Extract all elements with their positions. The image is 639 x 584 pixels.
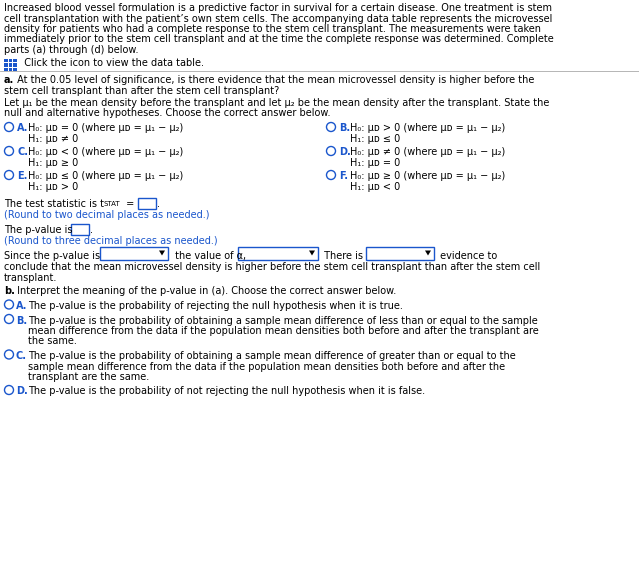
Text: a.: a.	[4, 75, 14, 85]
Text: transplant are the same.: transplant are the same.	[28, 372, 150, 382]
Text: cell transplantation with the patient’s own stem cells. The accompanying data ta: cell transplantation with the patient’s …	[4, 13, 552, 23]
Text: Increased blood vessel formulation is a predictive factor in survival for a cert: Increased blood vessel formulation is a …	[4, 3, 552, 13]
Text: F.: F.	[339, 171, 348, 181]
Text: density for patients who had a complete response to the stem cell transplant. Th: density for patients who had a complete …	[4, 24, 541, 34]
Text: At the 0.05 level of significance, is there evidence that the mean microvessel d: At the 0.05 level of significance, is th…	[14, 75, 534, 85]
Text: evidence to: evidence to	[437, 251, 497, 261]
FancyBboxPatch shape	[4, 68, 8, 71]
Text: STAT: STAT	[104, 201, 121, 207]
FancyBboxPatch shape	[100, 247, 168, 260]
Polygon shape	[425, 251, 431, 256]
Text: A.: A.	[17, 123, 28, 133]
Text: H₀: μᴅ ≠ 0 (where μᴅ = μ₁ − μ₂): H₀: μᴅ ≠ 0 (where μᴅ = μ₁ − μ₂)	[350, 147, 505, 157]
Text: The p-value is the probability of not rejecting the null hypothesis when it is f: The p-value is the probability of not re…	[28, 387, 425, 397]
Text: H₀: μᴅ ≥ 0 (where μᴅ = μ₁ − μ₂): H₀: μᴅ ≥ 0 (where μᴅ = μ₁ − μ₂)	[350, 171, 505, 181]
FancyBboxPatch shape	[13, 63, 17, 67]
Text: There is: There is	[321, 251, 363, 261]
Text: The test statistic is t: The test statistic is t	[4, 199, 104, 209]
FancyBboxPatch shape	[238, 247, 318, 260]
Text: H₀: μᴅ < 0 (where μᴅ = μ₁ − μ₂): H₀: μᴅ < 0 (where μᴅ = μ₁ − μ₂)	[28, 147, 183, 157]
Text: .: .	[157, 199, 160, 209]
Text: .: .	[90, 225, 93, 235]
Text: the same.: the same.	[28, 336, 77, 346]
Text: Interpret the meaning of the p-value in (a). Choose the correct answer below.: Interpret the meaning of the p-value in …	[14, 287, 396, 297]
Text: The p-value is: The p-value is	[4, 225, 75, 235]
Text: sample mean difference from the data if the population mean densities both befor: sample mean difference from the data if …	[28, 361, 505, 371]
Text: B.: B.	[339, 123, 350, 133]
Text: The p-value is the probability of obtaining a sample mean difference of greater : The p-value is the probability of obtain…	[28, 351, 516, 361]
Text: (Round to three decimal places as needed.): (Round to three decimal places as needed…	[4, 237, 218, 246]
Text: Click the icon to view the data table.: Click the icon to view the data table.	[18, 57, 204, 68]
Text: mean difference from the data if the population mean densities both before and a: mean difference from the data if the pop…	[28, 326, 539, 336]
Text: C.: C.	[17, 147, 28, 157]
Text: H₀: μᴅ ≤ 0 (where μᴅ = μ₁ − μ₂): H₀: μᴅ ≤ 0 (where μᴅ = μ₁ − μ₂)	[28, 171, 183, 181]
Text: A.: A.	[16, 301, 27, 311]
Text: H₀: μᴅ = 0 (where μᴅ = μ₁ − μ₂): H₀: μᴅ = 0 (where μᴅ = μ₁ − μ₂)	[28, 123, 183, 133]
Text: The p-value is the probability of rejecting the null hypothesis when it is true.: The p-value is the probability of reject…	[28, 301, 403, 311]
Text: =: =	[123, 199, 137, 209]
Text: H₁: μᴅ < 0: H₁: μᴅ < 0	[350, 182, 400, 192]
Text: The p-value is the probability of obtaining a sample mean difference of less tha: The p-value is the probability of obtain…	[28, 315, 538, 325]
Text: H₁: μᴅ ≥ 0: H₁: μᴅ ≥ 0	[28, 158, 78, 168]
Text: H₀: μᴅ > 0 (where μᴅ = μ₁ − μ₂): H₀: μᴅ > 0 (where μᴅ = μ₁ − μ₂)	[350, 123, 505, 133]
FancyBboxPatch shape	[4, 58, 8, 62]
Text: D.: D.	[16, 387, 27, 397]
Text: null and alternative hypotheses. Choose the correct answer below.: null and alternative hypotheses. Choose …	[4, 109, 330, 119]
Text: (Round to two decimal places as needed.): (Round to two decimal places as needed.)	[4, 210, 210, 221]
Text: D.: D.	[339, 147, 351, 157]
FancyBboxPatch shape	[4, 63, 8, 67]
Text: Let μ₁ be the mean density before the transplant and let μ₂ be the mean density : Let μ₁ be the mean density before the tr…	[4, 98, 550, 108]
Text: transplant.: transplant.	[4, 273, 58, 283]
FancyBboxPatch shape	[8, 58, 12, 62]
Polygon shape	[159, 251, 165, 256]
Text: immediately prior to the stem cell transplant and at the time the complete respo: immediately prior to the stem cell trans…	[4, 34, 554, 44]
FancyBboxPatch shape	[13, 68, 17, 71]
FancyBboxPatch shape	[8, 63, 12, 67]
Text: b.: b.	[4, 287, 15, 297]
FancyBboxPatch shape	[138, 198, 156, 209]
FancyBboxPatch shape	[13, 58, 17, 62]
Text: H₁: μᴅ > 0: H₁: μᴅ > 0	[28, 182, 78, 192]
Text: B.: B.	[16, 315, 27, 325]
FancyBboxPatch shape	[71, 224, 89, 235]
Text: parts (a) through (d) below.: parts (a) through (d) below.	[4, 45, 139, 55]
Polygon shape	[309, 251, 315, 256]
Text: Since the p-value is: Since the p-value is	[4, 251, 100, 261]
Text: the value of α,: the value of α,	[172, 251, 246, 261]
Text: E.: E.	[17, 171, 27, 181]
Text: conclude that the mean microvessel density is higher before the stem cell transp: conclude that the mean microvessel densi…	[4, 262, 540, 273]
FancyBboxPatch shape	[8, 68, 12, 71]
Text: H₁: μᴅ ≤ 0: H₁: μᴅ ≤ 0	[350, 134, 400, 144]
Text: H₁: μᴅ ≠ 0: H₁: μᴅ ≠ 0	[28, 134, 78, 144]
Text: H₁: μᴅ = 0: H₁: μᴅ = 0	[350, 158, 400, 168]
Text: C.: C.	[16, 351, 27, 361]
Text: stem cell transplant than after the stem cell transplant?: stem cell transplant than after the stem…	[4, 85, 279, 96]
FancyBboxPatch shape	[366, 247, 434, 260]
